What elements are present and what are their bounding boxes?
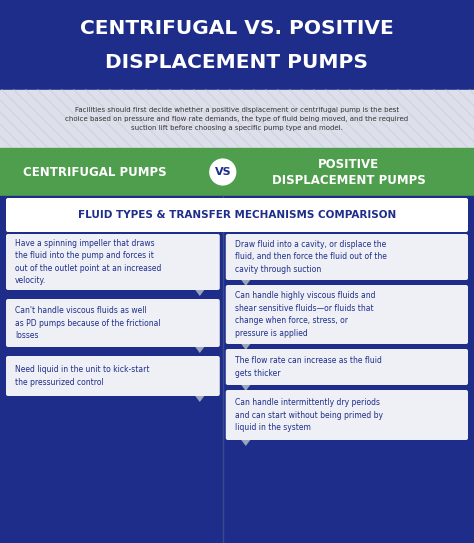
Text: Have a spinning impeller that draws
the fluid into the pump and forces it
out of: Have a spinning impeller that draws the …: [15, 239, 161, 285]
Text: Can't handle viscous fluids as well
as PD pumps because of the frictional
losses: Can't handle viscous fluids as well as P…: [15, 306, 161, 340]
Text: CENTRIFUGAL VS. POSITIVE: CENTRIFUGAL VS. POSITIVE: [80, 18, 394, 37]
FancyBboxPatch shape: [226, 390, 468, 440]
FancyBboxPatch shape: [226, 349, 468, 385]
Polygon shape: [240, 342, 252, 350]
Text: POSITIVE
DISPLACEMENT PUMPS: POSITIVE DISPLACEMENT PUMPS: [272, 157, 425, 186]
FancyBboxPatch shape: [226, 285, 468, 344]
Text: The flow rate can increase as the fluid
gets thicker: The flow rate can increase as the fluid …: [235, 356, 382, 378]
Bar: [0, 196, 474, 543]
Bar: [12, 94, 462, 144]
Text: VS: VS: [214, 167, 231, 177]
Bar: [0, 0, 474, 90]
FancyBboxPatch shape: [6, 198, 468, 232]
FancyBboxPatch shape: [226, 234, 468, 280]
Text: Can handle highly viscous fluids and
shear sensitive fluids—or fluids that
chang: Can handle highly viscous fluids and she…: [235, 291, 375, 338]
Polygon shape: [194, 345, 206, 353]
Text: Need liquid in the unit to kick-start
the pressurized control: Need liquid in the unit to kick-start th…: [15, 365, 149, 387]
Circle shape: [208, 157, 238, 187]
Polygon shape: [194, 288, 206, 296]
Text: Facilities should first decide whether a positive displacement or centrifugal pu: Facilities should first decide whether a…: [65, 107, 409, 131]
Polygon shape: [240, 383, 252, 391]
Polygon shape: [240, 278, 252, 286]
Text: CENTRIFUGAL PUMPS: CENTRIFUGAL PUMPS: [23, 166, 167, 179]
Text: FLUID TYPES & TRANSFER MECHANISMS COMPARISON: FLUID TYPES & TRANSFER MECHANISMS COMPAR…: [78, 210, 396, 220]
Bar: [0, 90, 474, 148]
Polygon shape: [240, 438, 252, 446]
Text: Draw fluid into a cavity, or displace the
fluid, and then force the fluid out of: Draw fluid into a cavity, or displace th…: [235, 240, 387, 274]
Polygon shape: [194, 394, 206, 402]
Text: DISPLACEMENT PUMPS: DISPLACEMENT PUMPS: [106, 54, 368, 73]
FancyBboxPatch shape: [6, 299, 220, 347]
Bar: [0, 148, 474, 196]
Text: Can handle intermittently dry periods
and can start without being primed by
liqu: Can handle intermittently dry periods an…: [235, 398, 383, 432]
FancyBboxPatch shape: [6, 234, 220, 290]
FancyBboxPatch shape: [6, 356, 220, 396]
